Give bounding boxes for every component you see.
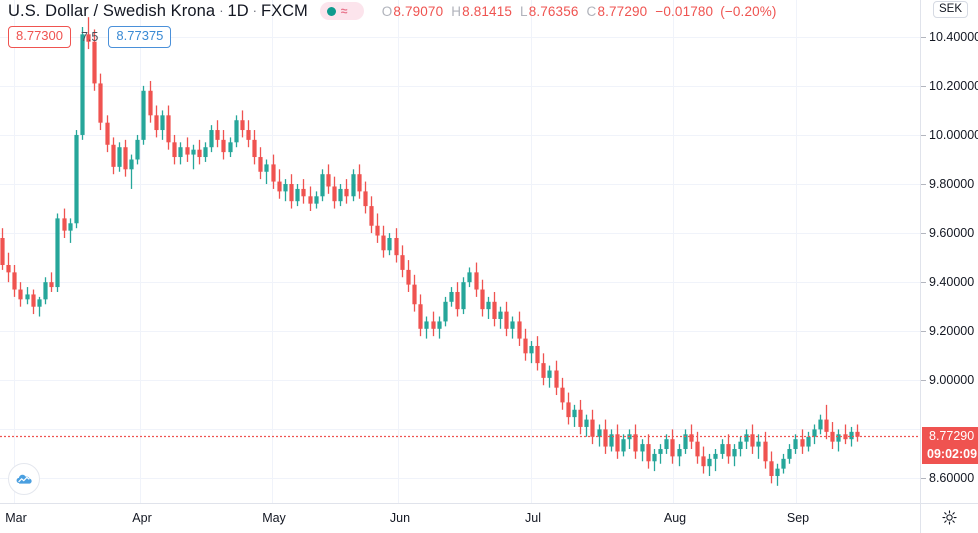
interval-label[interactable]: 1D bbox=[227, 1, 249, 20]
symbol-title[interactable]: U.S. Dollar / Swedish Krona bbox=[8, 1, 216, 20]
time-axis-label: Sep bbox=[786, 511, 810, 525]
market-status-pill[interactable]: ≈ bbox=[319, 2, 364, 20]
time-axis-label: May bbox=[262, 511, 286, 525]
price-axis-tick bbox=[921, 331, 926, 333]
price-axis-label: 9.20000 bbox=[929, 324, 975, 339]
time-axis-label: Apr bbox=[132, 511, 152, 525]
current-time-tag[interactable]: 09:02:09 bbox=[922, 445, 978, 465]
price-axis-label: 10.00000 bbox=[929, 127, 978, 142]
logo-glyph bbox=[16, 474, 32, 484]
time-axis-label: Jun bbox=[389, 511, 411, 525]
spread-value: 7.5 bbox=[81, 29, 99, 44]
legend-separator-1: · bbox=[219, 2, 224, 18]
price-axis-label: 10.40000 bbox=[929, 29, 978, 44]
ohlc-values: O8.79070 H8.81415 L8.76356 C8.77290 −0.01780… bbox=[382, 4, 778, 19]
low-label: L bbox=[520, 3, 528, 19]
approximate-icon: ≈ bbox=[340, 4, 348, 18]
current-price-tag[interactable]: 8.77290 bbox=[922, 427, 978, 447]
currency-badge: SEK bbox=[933, 1, 969, 18]
price-axis-label: 9.00000 bbox=[929, 373, 975, 388]
time-axis-label: Jul bbox=[525, 511, 541, 525]
low-value: 8.76356 bbox=[528, 3, 579, 19]
time-axis[interactable]: Mar Apr May Jun Jul Aug Sep bbox=[0, 503, 978, 533]
price-axis-tick bbox=[921, 85, 926, 87]
ask-price-badge[interactable]: 8.77375 bbox=[108, 26, 172, 48]
price-axis-tick bbox=[921, 134, 926, 136]
price-axis-tick bbox=[921, 478, 926, 480]
price-axis-tick bbox=[921, 282, 926, 284]
bid-price-badge[interactable]: 8.77300 bbox=[8, 26, 71, 48]
price-axis[interactable]: SEK 10.40000 10.20000 10.00000 9.80000 9.600… bbox=[920, 0, 978, 503]
price-axis-tick bbox=[921, 380, 926, 382]
open-value: 8.79070 bbox=[393, 3, 444, 19]
high-label: H bbox=[451, 3, 462, 19]
change-percent: (−0.20%) bbox=[720, 3, 777, 19]
price-axis-label: 9.80000 bbox=[929, 177, 975, 192]
quote-badges: 8.77300 7.5 8.77375 bbox=[8, 26, 172, 48]
exchange-label[interactable]: FXCM bbox=[260, 1, 308, 20]
time-axis-label: Aug bbox=[663, 511, 687, 525]
price-axis-label: 10.20000 bbox=[929, 78, 978, 93]
price-axis-tick bbox=[921, 36, 926, 38]
open-label: O bbox=[381, 3, 393, 19]
candlestick-svg bbox=[0, 0, 920, 503]
tradingview-logo-icon[interactable] bbox=[8, 463, 40, 495]
legend-separator-2: · bbox=[252, 2, 257, 18]
close-label: C bbox=[586, 3, 597, 19]
close-value: 8.77290 bbox=[597, 3, 648, 19]
chart-plot-area[interactable] bbox=[0, 0, 920, 503]
axis-corner-divider bbox=[920, 504, 921, 533]
high-value: 8.81415 bbox=[462, 3, 513, 19]
green-dot-icon bbox=[326, 6, 336, 16]
price-axis-label: 9.60000 bbox=[929, 226, 975, 241]
price-axis-label: 9.40000 bbox=[929, 275, 975, 290]
gear-icon[interactable] bbox=[938, 506, 960, 528]
gear-glyph bbox=[941, 509, 957, 525]
price-axis-label: 8.60000 bbox=[929, 471, 975, 486]
price-axis-tick bbox=[921, 233, 926, 235]
change-absolute: −0.01780 bbox=[655, 3, 714, 19]
time-axis-label: Mar bbox=[5, 511, 27, 525]
chart-legend: U.S. Dollar / Swedish Krona · 1D · FXCM … bbox=[8, 0, 778, 22]
price-axis-tick bbox=[921, 184, 926, 186]
